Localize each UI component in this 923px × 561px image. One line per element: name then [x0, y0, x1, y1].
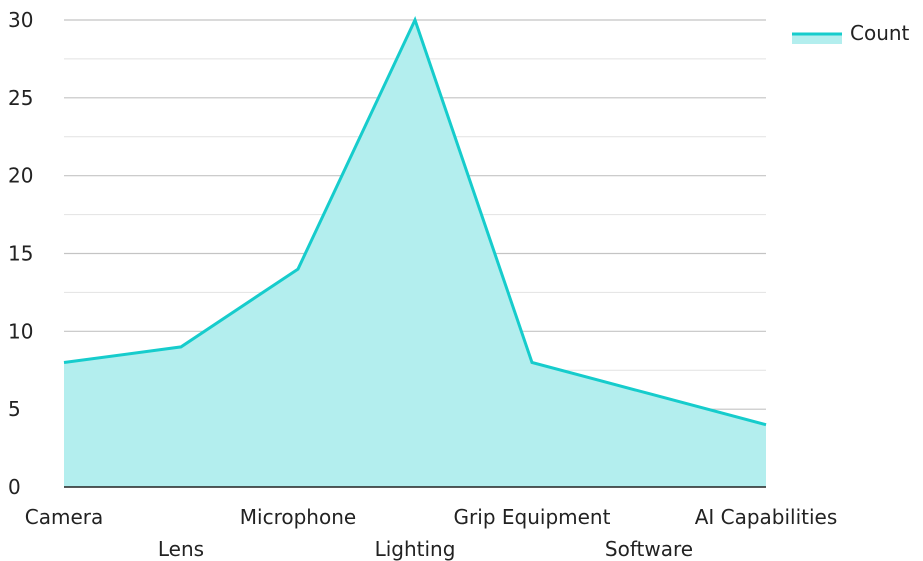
- x-tick-label: Camera: [25, 505, 104, 529]
- y-tick-label: 15: [8, 242, 33, 266]
- y-tick-label: 5: [8, 397, 21, 421]
- legend-swatch-fill: [792, 34, 842, 44]
- x-tick-labels: Camera Lens Microphone Lighting Grip Equipme…: [25, 505, 838, 561]
- legend-label: Count: [850, 21, 910, 45]
- y-tick-labels: 0 5 10 15 20 25 30: [8, 8, 33, 499]
- x-tick-label: Grip Equipment: [454, 505, 611, 529]
- y-tick-label: 30: [8, 8, 33, 32]
- y-tick-label: 10: [8, 319, 33, 343]
- x-tick-label: AI Capabilities: [695, 505, 838, 529]
- x-tick-label: Software: [605, 537, 693, 561]
- x-tick-label: Lens: [158, 537, 204, 561]
- series-area-fill: [64, 20, 766, 487]
- x-tick-label: Microphone: [240, 505, 356, 529]
- series-area: [63, 16, 767, 487]
- y-tick-label: 25: [8, 86, 33, 110]
- y-tick-label: 20: [8, 164, 33, 188]
- legend[interactable]: Count: [792, 21, 910, 45]
- y-tick-label: 0: [8, 475, 21, 499]
- x-tick-label: Lighting: [375, 537, 456, 561]
